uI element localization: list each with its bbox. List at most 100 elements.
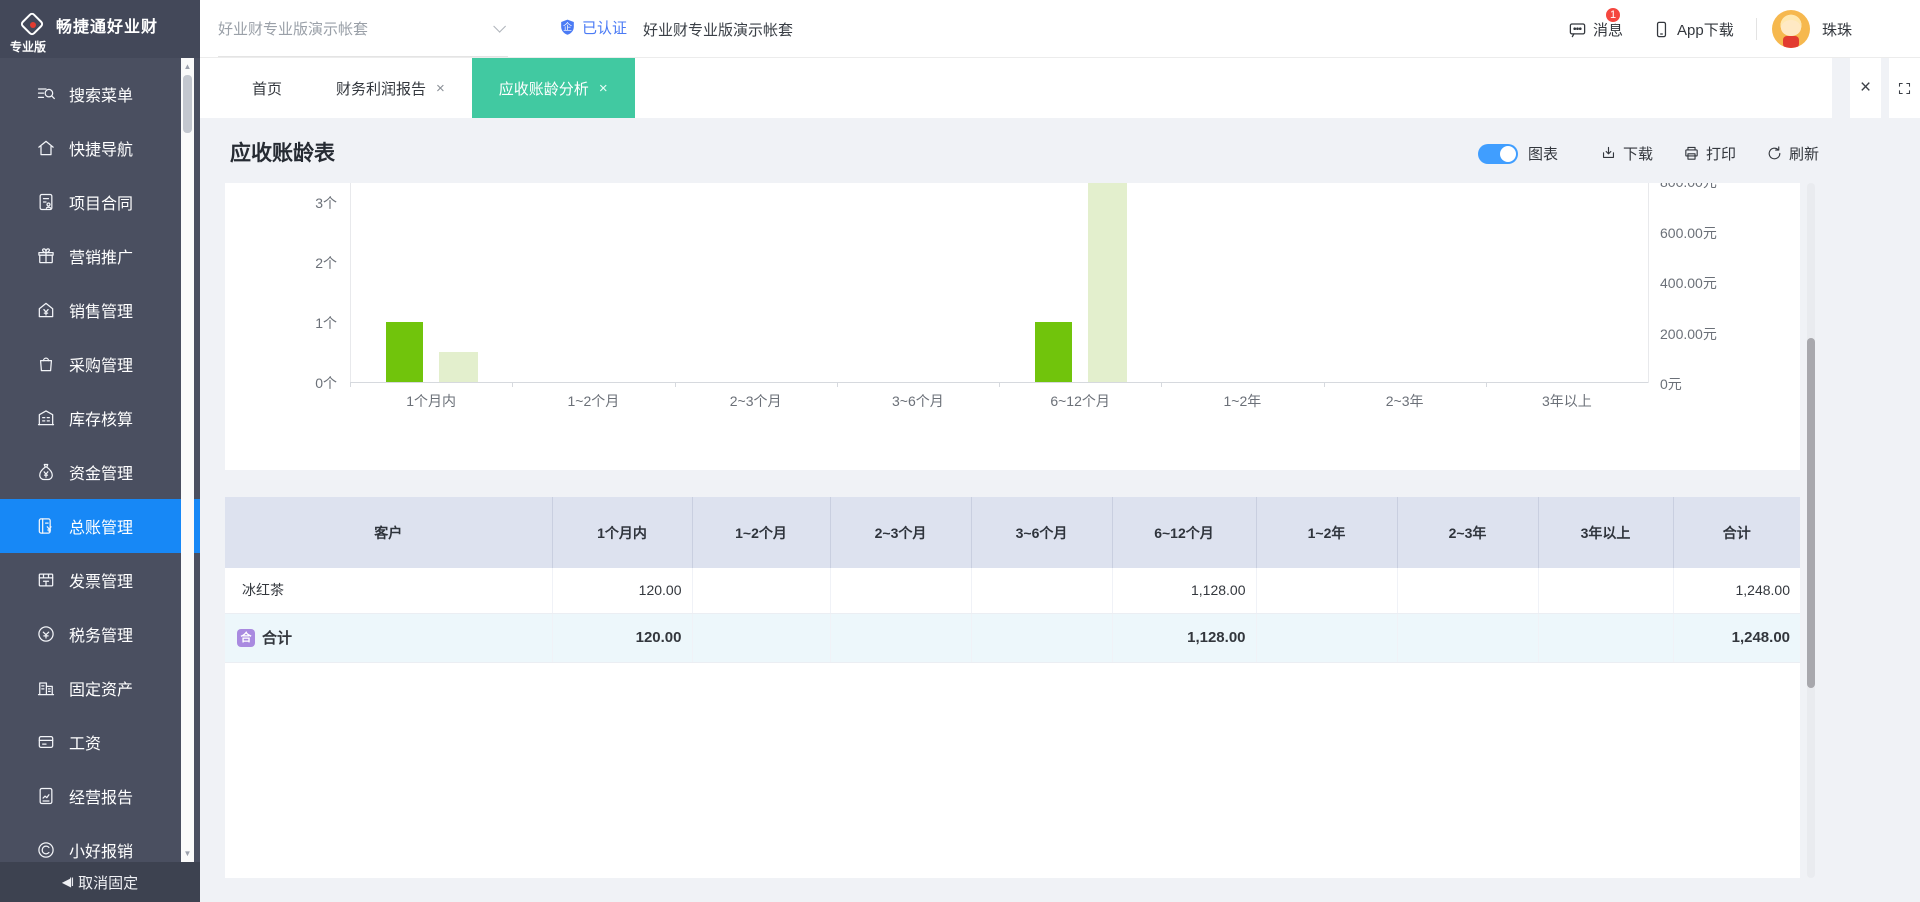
unpin-icon: ◀‖	[61, 875, 74, 889]
customer-name: 冰红茶	[225, 568, 553, 614]
topbar-divider	[1756, 18, 1757, 40]
printer-icon	[1685, 146, 1698, 160]
verified-badge[interactable]: 企 已认证	[558, 17, 627, 38]
verified-shield-icon: 企	[558, 17, 577, 38]
y-axis-right-tick: 400.00元	[1660, 275, 1717, 291]
topbar: 好业财专业版演示帐套 企 已认证 好业财专业版演示帐套 消息 1 App下载 珠…	[200, 0, 1920, 58]
sidebar-item-reimburse[interactable]: 小好报销	[0, 823, 200, 862]
y-axis-left-tick: 3个	[315, 195, 337, 211]
fullscreen-icon	[1898, 82, 1911, 94]
x-axis-label: 6~12个月	[1050, 393, 1110, 409]
x-axis-label: 1~2个月	[567, 393, 620, 409]
unpin-sidebar-button[interactable]: ◀‖ 取消固定	[0, 862, 200, 902]
invoice-icon	[38, 573, 54, 587]
x-axis-label: 1~2年	[1223, 393, 1262, 409]
sidebar-item-search-menu[interactable]: 搜索菜单	[0, 67, 200, 121]
tab-receivable-aging[interactable]: 应收账龄分析 ×	[471, 58, 635, 118]
sidebar-item-purchasing[interactable]: 采购管理	[0, 337, 200, 391]
y-axis-right-tick: 200.00元	[1660, 325, 1717, 342]
x-axis-tick	[512, 382, 514, 387]
sidebar-item-project-contract[interactable]: 项目合同	[0, 175, 200, 229]
aging-table: 客户 1个月内 1~2个月 2~3个月 3~6个月 6~12个月 1~2年 2~…	[225, 497, 1800, 663]
amount-bar	[1088, 183, 1128, 382]
messages-button[interactable]: 消息 1	[1568, 0, 1623, 58]
moneybag-icon	[39, 463, 53, 481]
refresh-icon	[1768, 146, 1781, 160]
warehouse-icon	[37, 410, 55, 426]
refresh-button[interactable]: 刷新	[1766, 143, 1819, 164]
user-avatar[interactable]	[1772, 10, 1810, 48]
tab-bar: 首页 财务利润报告 × 应收账龄分析 × ×	[200, 58, 1920, 118]
scroll-up-icon[interactable]: ▲	[183, 62, 192, 71]
print-button[interactable]: 打印	[1683, 143, 1736, 164]
contract-icon	[39, 193, 53, 211]
sidebar-item-funds[interactable]: 资金管理	[0, 445, 200, 499]
close-view-button[interactable]: ×	[1850, 58, 1881, 118]
home-icon	[38, 140, 54, 156]
purchase-bag-icon	[39, 357, 53, 372]
reimburse-icon	[38, 842, 54, 858]
app-title: 畅捷通好业财	[56, 19, 159, 36]
sidebar-item-tax[interactable]: 税务管理	[0, 607, 200, 661]
y-axis-right-tick: 800.00元	[1660, 183, 1760, 192]
sidebar-item-payroll[interactable]: 工资	[0, 715, 200, 769]
sidebar-item-marketing[interactable]: 营销推广	[0, 229, 200, 283]
x-axis-tick	[350, 382, 351, 387]
sidebar-item-inventory[interactable]: 库存核算	[0, 391, 200, 445]
download-icon	[1602, 146, 1615, 158]
sidebar-item-general-ledger[interactable]: 总账管理	[0, 499, 200, 553]
sidebar-item-invoices[interactable]: 发票管理	[0, 553, 200, 607]
sidebar-item-business-report[interactable]: 经营报告	[0, 769, 200, 823]
page-title: 应收账龄表	[230, 142, 335, 165]
aging-bar-chart: 0个 1个 2个 3个 0元 200.00元 400.00元 600.00元 800.00元 1个…	[225, 183, 1800, 470]
tax-coin-icon	[38, 626, 54, 642]
user-name[interactable]: 珠珠	[1822, 22, 1853, 39]
sidebar-scrollbar-thumb[interactable]	[183, 75, 192, 133]
ledger-icon	[38, 518, 52, 534]
close-tab-icon[interactable]: ×	[598, 79, 608, 97]
chart-toggle[interactable]	[1478, 143, 1518, 164]
total-icon: 合	[237, 628, 255, 647]
table-row[interactable]: 冰红茶 120.00 1,128.00 1,248.00	[225, 568, 1800, 614]
sidebar-scrollbar[interactable]: ▲ ▼	[181, 58, 194, 862]
sidebar-menu: 搜索菜单 快捷导航 项目合同 营销推广 销售管理 采购管理 库存核算 资金管理 …	[0, 58, 200, 862]
chart-toggle-label: 图表	[1528, 146, 1559, 163]
report-toolbar: 图表 下载 打印 刷新	[1478, 143, 1819, 164]
account-set-select[interactable]: 好业财专业版演示帐套	[218, 0, 508, 57]
x-axis-tick	[836, 382, 838, 387]
tab-profit-report[interactable]: 财务利润报告 ×	[336, 79, 445, 98]
account-set-name: 好业财专业版演示帐套	[643, 22, 794, 39]
sidebar-item-sales[interactable]: 销售管理	[0, 283, 200, 337]
sidebar-item-fixed-assets[interactable]: 固定资产	[0, 661, 200, 715]
close-tab-icon[interactable]: ×	[436, 79, 445, 97]
scroll-down-icon[interactable]: ▼	[183, 849, 192, 858]
y-axis-right-tick: 600.00元	[1660, 224, 1717, 241]
report-icon	[39, 787, 53, 805]
x-axis-label: 3~6个月	[892, 393, 944, 409]
x-axis-label: 3年以上	[1541, 393, 1592, 409]
col-header-customer: 客户	[225, 497, 553, 568]
main-content: 应收账龄表 图表 下载 打印 刷新 0个 1个 2个 3个 0元 200.00元 400.0…	[200, 118, 1920, 902]
x-axis-tick	[999, 382, 1000, 387]
x-axis-label: 1个月内	[406, 393, 457, 409]
x-axis-tick	[1485, 382, 1487, 387]
gift-icon	[38, 248, 54, 264]
app-download-button[interactable]: App下载	[1652, 0, 1734, 58]
y-axis-left-tick: 0个	[315, 375, 337, 391]
aging-table-panel: 客户 1个月内 1~2个月 2~3个月 3~6个月 6~12个月 1~2年 2~…	[225, 497, 1800, 878]
x-axis-tick	[1161, 382, 1163, 387]
amount-bar	[439, 352, 479, 382]
y-axis-right-tick: 0元	[1660, 376, 1682, 392]
total-label: 合计	[262, 630, 293, 647]
sidebar-item-quick-nav[interactable]: 快捷导航	[0, 121, 200, 175]
content-scrollbar-thumb[interactable]	[1807, 338, 1815, 688]
x-axis-tick	[1323, 382, 1325, 387]
chanjet-logo-icon	[19, 11, 46, 38]
tab-home[interactable]: 首页	[252, 80, 283, 98]
chevron-down-icon	[493, 20, 506, 33]
fullscreen-button[interactable]	[1889, 58, 1920, 118]
x-axis-label: 2~3年	[1385, 393, 1424, 409]
download-button[interactable]: 下载	[1600, 143, 1653, 164]
content-scrollbar[interactable]	[1807, 183, 1815, 878]
message-icon	[1569, 22, 1586, 37]
